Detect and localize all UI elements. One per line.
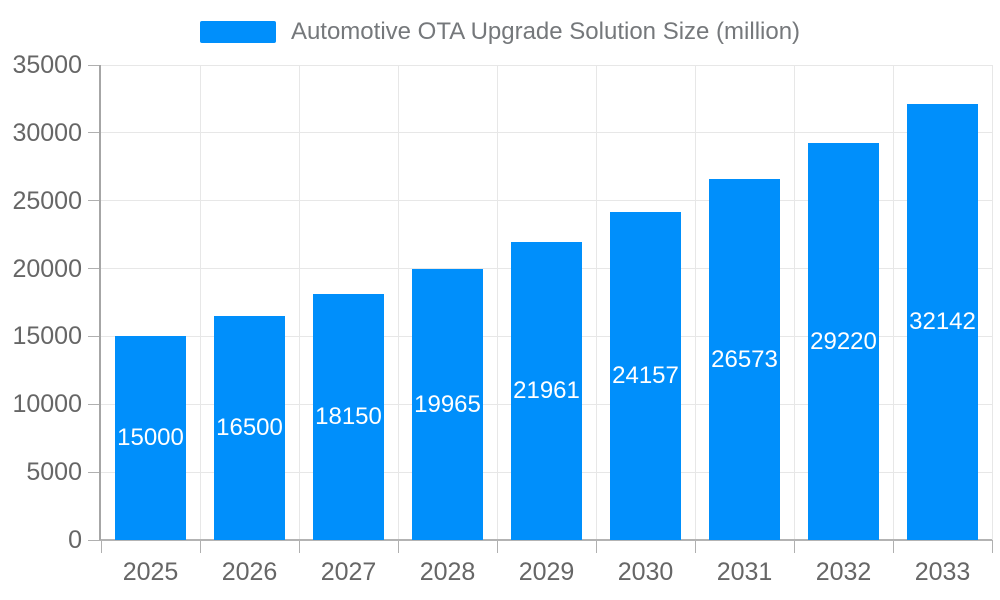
- x-axis-tick: [892, 540, 894, 553]
- legend-swatch: [199, 21, 276, 43]
- x-axis-tick: [694, 540, 696, 553]
- x-axis-tick: [100, 540, 102, 553]
- y-axis-tick: [88, 200, 101, 202]
- x-axis-line: [101, 539, 992, 541]
- gridline-vertical: [991, 65, 993, 540]
- gridline-vertical: [199, 65, 201, 540]
- x-axis-tick: [199, 540, 201, 553]
- gridline-vertical: [397, 65, 399, 540]
- y-axis-tick: [88, 64, 101, 66]
- bar-2028[interactable]: 19965: [412, 269, 483, 540]
- bar-2025[interactable]: 15000: [115, 336, 186, 540]
- y-axis-tick: [88, 403, 101, 405]
- y-axis-tick-label: 35000: [12, 51, 82, 79]
- y-axis-tick-label: 20000: [12, 254, 82, 283]
- x-axis-tick-label: 2030: [617, 558, 674, 586]
- y-axis-tick: [88, 268, 101, 270]
- x-axis-tick: [298, 540, 300, 553]
- gridline-vertical: [793, 65, 795, 540]
- gridline-vertical: [595, 65, 597, 540]
- x-axis-tick-label: 2032: [815, 558, 872, 586]
- y-axis-tick-label: 15000: [12, 322, 82, 351]
- y-axis-tick-label: 5000: [26, 458, 82, 487]
- x-axis-tick-label: 2026: [221, 558, 278, 586]
- x-axis-tick: [793, 540, 795, 553]
- x-axis-tick-label: 2029: [518, 558, 575, 586]
- y-axis-tick-label: 30000: [12, 118, 82, 147]
- gridline-vertical: [892, 65, 894, 540]
- y-axis-line: [99, 65, 101, 540]
- bar-value-label: 15000: [117, 424, 184, 452]
- y-axis-tick: [88, 471, 101, 473]
- x-axis-tick-label: 2028: [419, 558, 476, 586]
- bar-value-label: 29220: [810, 327, 877, 355]
- gridline-horizontal: [101, 132, 992, 134]
- bar-value-label: 18150: [315, 402, 382, 430]
- y-axis-tick: [88, 335, 101, 337]
- gridline-horizontal: [101, 200, 992, 202]
- bar-2029[interactable]: 21961: [511, 241, 582, 540]
- x-axis-tick: [496, 540, 498, 553]
- x-axis-tick: [397, 540, 399, 553]
- bar-2026[interactable]: 16500: [214, 316, 285, 540]
- y-axis-tick-label: 0: [68, 526, 82, 554]
- x-axis-tick-label: 2027: [320, 558, 377, 586]
- bar-2027[interactable]: 18150: [313, 293, 384, 540]
- x-axis-tick: [595, 540, 597, 553]
- bar-value-label: 24157: [612, 362, 679, 390]
- bar-value-label: 32142: [909, 307, 976, 335]
- legend[interactable]: Automotive OTA Upgrade Solution Size (mi…: [0, 16, 1000, 48]
- x-axis-tick-label: 2033: [914, 558, 971, 586]
- y-axis-tick-label: 25000: [12, 186, 82, 215]
- gridline-vertical: [496, 65, 498, 540]
- legend-label: Automotive OTA Upgrade Solution Size (mi…: [290, 18, 801, 45]
- bar-value-label: 19965: [414, 390, 481, 418]
- y-axis-tick-label: 10000: [12, 390, 82, 419]
- gridline-vertical: [298, 65, 300, 540]
- gridline-horizontal: [101, 64, 992, 66]
- bar-value-label: 26573: [711, 345, 778, 373]
- y-axis-tick: [88, 539, 101, 541]
- bar-2031[interactable]: 26573: [709, 179, 780, 540]
- x-axis-tick-label: 2025: [122, 558, 179, 586]
- bar-2032[interactable]: 29220: [808, 143, 879, 540]
- x-axis-tick: [991, 540, 993, 553]
- bar-value-label: 21961: [513, 376, 580, 404]
- bar-value-label: 16500: [216, 414, 283, 442]
- y-axis-tick: [88, 132, 101, 134]
- bar-2030[interactable]: 24157: [610, 212, 681, 540]
- bar-2033[interactable]: 32142: [907, 103, 978, 540]
- gridline-vertical: [694, 65, 696, 540]
- x-axis-tick-label: 2031: [716, 558, 773, 586]
